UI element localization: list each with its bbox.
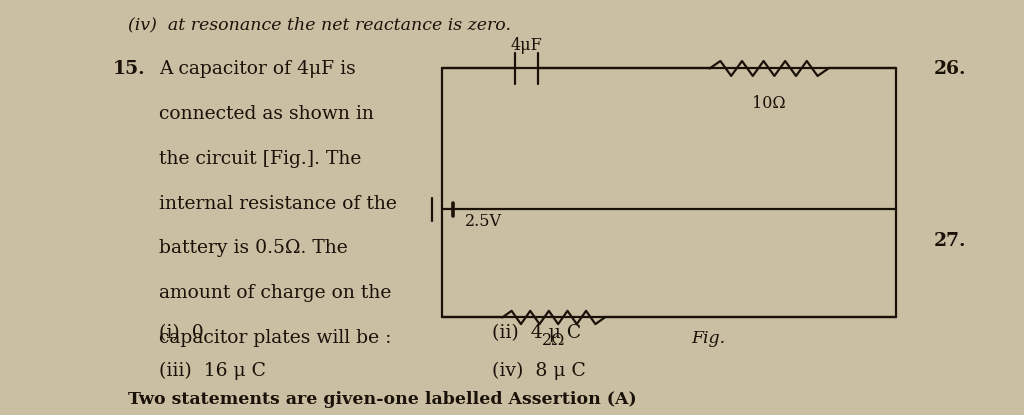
Text: (iv)  at resonance the net reactance is zero.: (iv) at resonance the net reactance is z… [128,17,511,34]
Text: (i)  0: (i) 0 [159,325,204,342]
Text: Fig.: Fig. [692,330,726,347]
Text: the circuit [Fig.]. The: the circuit [Fig.]. The [159,150,361,168]
Text: connected as shown in: connected as shown in [159,105,374,123]
Text: internal resistance of the: internal resistance of the [159,195,396,212]
Text: 27.: 27. [934,232,967,250]
Text: 2.5V: 2.5V [465,213,502,230]
Text: 4μF: 4μF [510,37,542,54]
Text: (iv)  8 μ C: (iv) 8 μ C [492,361,586,380]
Text: (ii)  4 μ C: (ii) 4 μ C [492,324,581,342]
Text: Two statements are given-one labelled Assertion (A): Two statements are given-one labelled As… [128,391,637,408]
Text: battery is 0.5Ω. The: battery is 0.5Ω. The [159,239,347,257]
Text: capacitor plates will be :: capacitor plates will be : [159,329,391,347]
Text: 15.: 15. [113,60,145,78]
Text: amount of charge on the: amount of charge on the [159,284,391,302]
Text: (iii)  16 μ C: (iii) 16 μ C [159,361,265,380]
Text: 26.: 26. [934,60,967,78]
Text: A capacitor of 4μF is: A capacitor of 4μF is [159,60,355,78]
Text: 2Ω: 2Ω [542,332,565,349]
Text: 10Ω: 10Ω [753,95,785,112]
